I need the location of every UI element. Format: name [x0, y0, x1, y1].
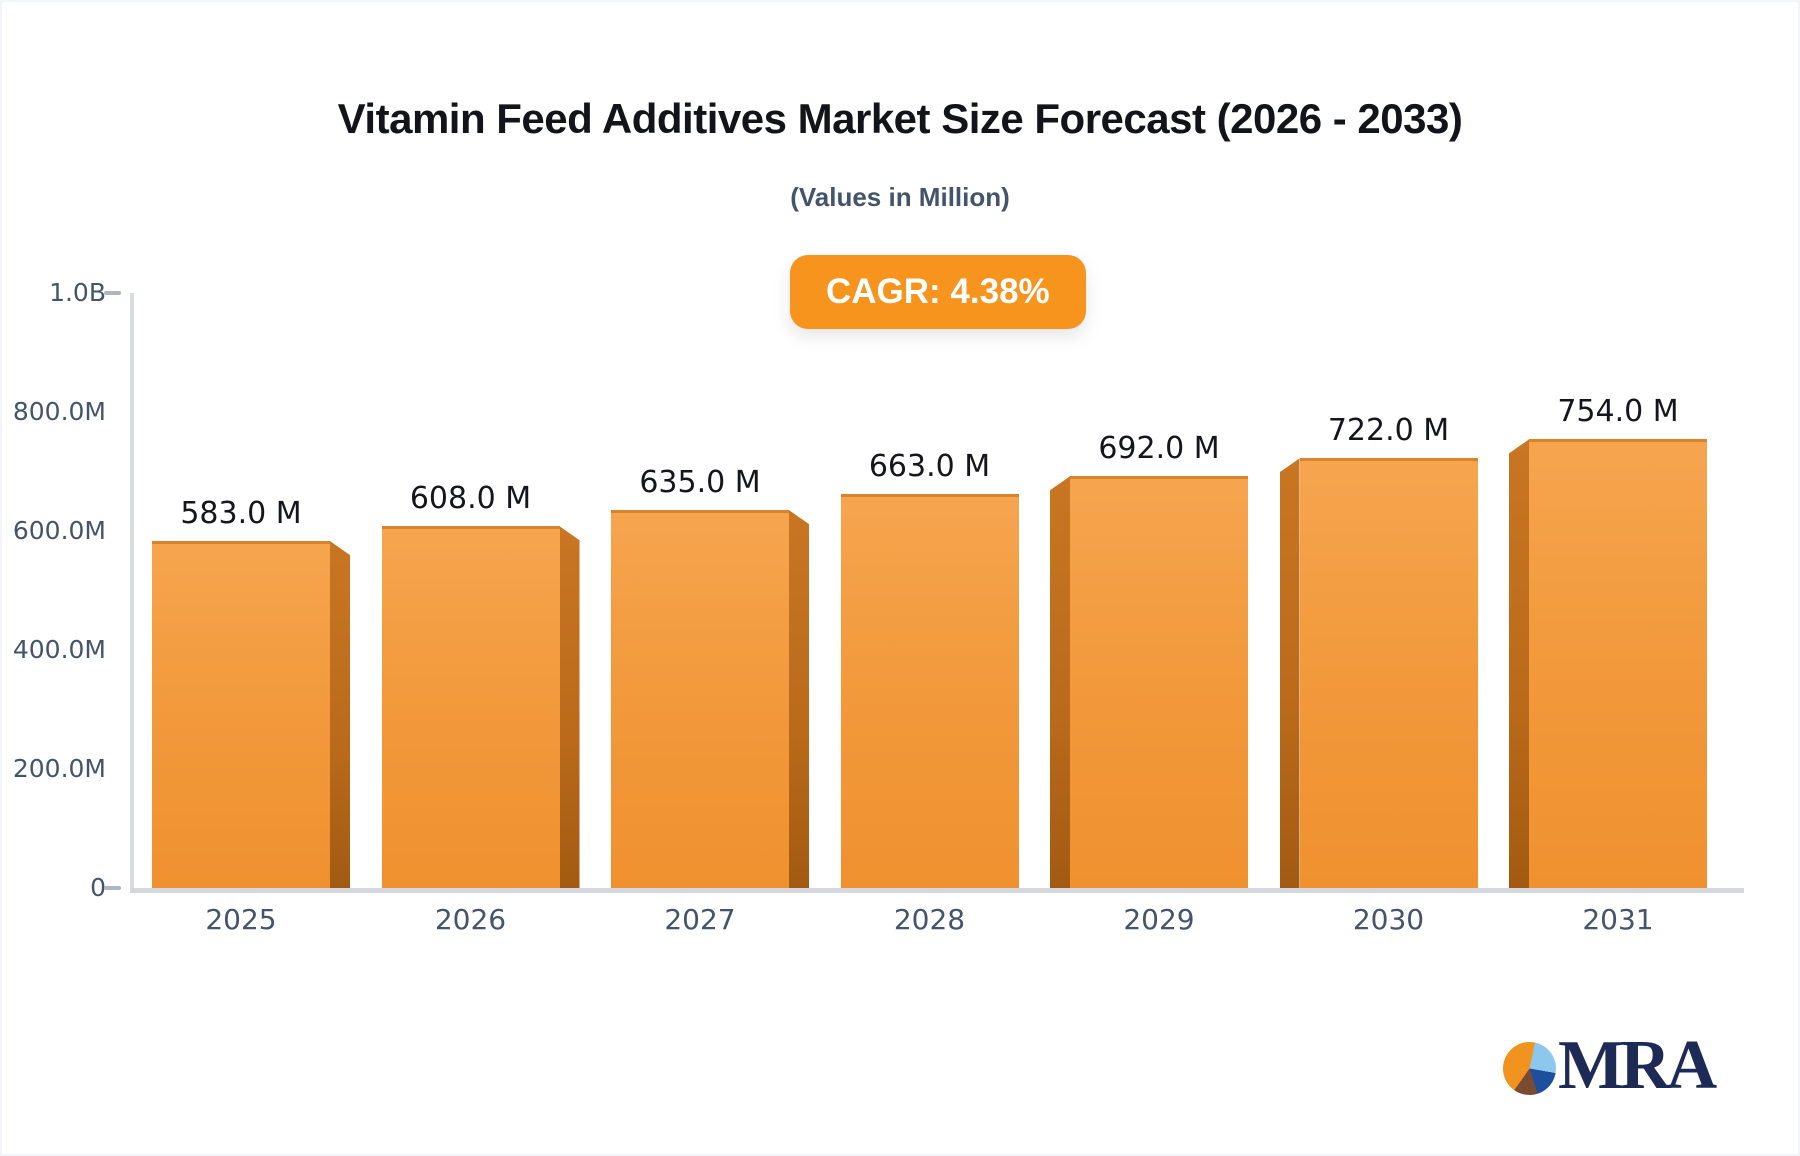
x-axis-label-2031: 2031 [1582, 903, 1654, 936]
bar-3d-side [1279, 458, 1300, 888]
cagr-badge: CAGR: 4.38% [790, 255, 1086, 329]
brand-logo: MRA [1503, 1027, 1717, 1104]
y-tick-label: 400.0M [12, 635, 106, 664]
y-tick-label: 800.0M [12, 397, 106, 426]
bar-value-label: 754.0 M [1557, 394, 1679, 430]
x-axis-label-2030: 2030 [1352, 903, 1425, 936]
bar-value-label: 692.0 M [1098, 431, 1220, 467]
bar-3d-side [1050, 476, 1070, 888]
y-tick-dash [104, 886, 121, 890]
bar-3d-side [330, 541, 350, 888]
bar-value-label: 722.0 M [1327, 413, 1450, 449]
bar-3d-side [789, 510, 809, 888]
y-axis-line [130, 293, 134, 892]
bar-value-label: 608.0 M [409, 481, 532, 517]
logo-text: MRA [1558, 1027, 1717, 1104]
x-axis-label-2027: 2027 [664, 903, 736, 936]
y-tick-label: 0 [90, 873, 106, 902]
y-tick-label: 600.0M [12, 516, 106, 545]
bar-2025 [152, 541, 330, 888]
pie-chart-logo-icon [1503, 1042, 1556, 1095]
bar-value-label: 583.0 M [180, 496, 302, 532]
y-tick-label: 1.0B [49, 278, 106, 307]
bar-2030 [1299, 458, 1478, 888]
chart-title: Vitamin Feed Additives Market Size Forec… [337, 95, 1463, 142]
x-axis-label-2029: 2029 [1123, 903, 1195, 936]
bar-2027 [611, 510, 789, 888]
y-tick-dash [104, 291, 121, 295]
x-axis-label-2026: 2026 [434, 903, 507, 936]
chart-subtitle: (Values in Million) [790, 182, 1010, 212]
x-axis-label-2025: 2025 [205, 903, 277, 936]
bar-3d-side [1509, 439, 1529, 888]
bar-2029 [1070, 476, 1248, 888]
x-axis-line [130, 888, 1744, 893]
bar-value-label: 635.0 M [639, 465, 761, 501]
bar-2026 [381, 526, 560, 888]
bar-3d-side [559, 526, 580, 888]
bar-2028 [840, 493, 1019, 888]
x-axis-label-2028: 2028 [893, 903, 966, 936]
bar-2031 [1529, 439, 1707, 888]
bar-value-label: 663.0 M [868, 448, 991, 484]
y-tick-label: 200.0M [12, 754, 106, 783]
